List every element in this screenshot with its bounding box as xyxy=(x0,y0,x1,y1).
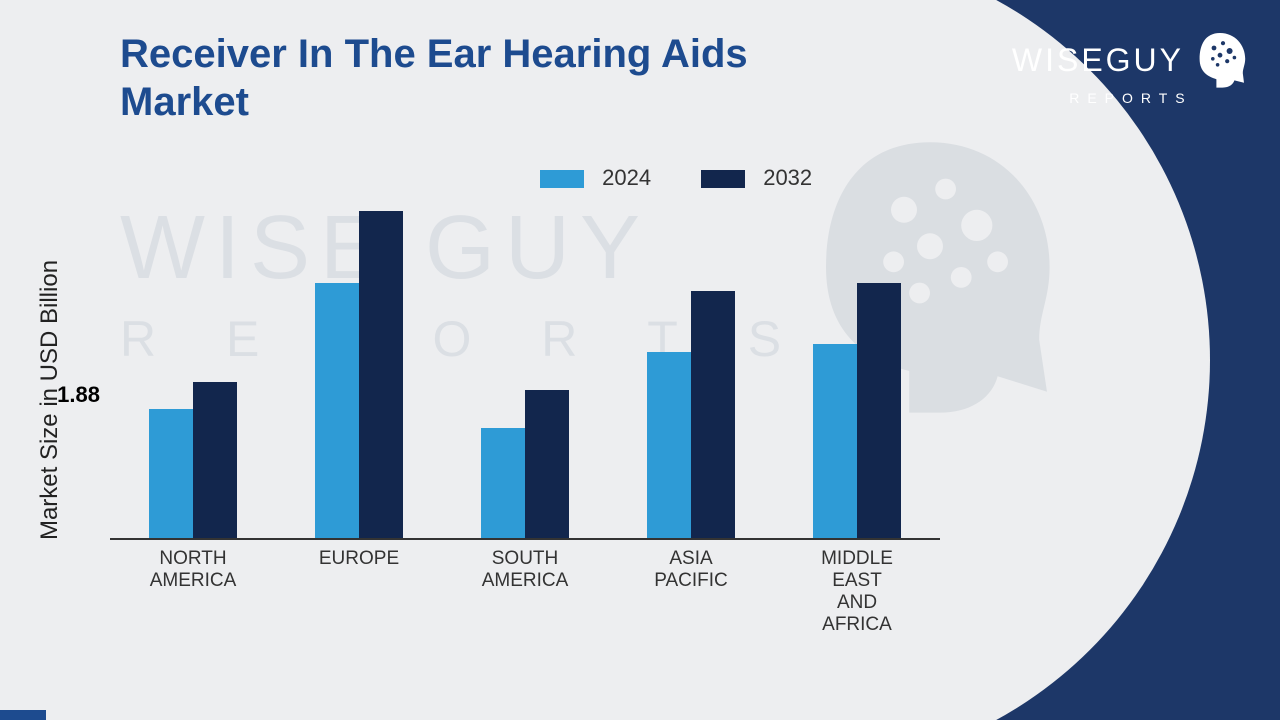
x-axis-label: SOUTH AMERICA xyxy=(465,540,585,640)
chart-title: Receiver In The Ear Hearing Aids Market xyxy=(40,20,820,126)
bar xyxy=(193,382,237,538)
bar xyxy=(481,428,525,538)
bar xyxy=(525,390,569,538)
bar xyxy=(813,344,857,538)
brand-logo: WISEGUY REPORTS xyxy=(1012,30,1250,106)
bar-group xyxy=(631,291,751,538)
x-axis-labels: NORTH AMERICA EUROPE SOUTH AMERICA ASIA PAC… xyxy=(110,540,940,640)
brand-main-text: WISEGUY xyxy=(1012,42,1184,79)
bar xyxy=(647,352,691,538)
x-axis-label: EUROPE xyxy=(299,540,419,640)
bar-group xyxy=(465,390,585,538)
plot-area: 1.88 xyxy=(110,160,940,540)
bottom-accent-bar xyxy=(0,710,46,720)
y-tick-label: 1.88 xyxy=(57,382,100,408)
bar-group xyxy=(133,382,253,538)
brain-head-icon xyxy=(1190,30,1250,90)
x-axis-label: ASIA PACIFIC xyxy=(631,540,751,640)
bar-group xyxy=(299,211,419,538)
bar-groups xyxy=(110,160,940,538)
bar xyxy=(359,211,403,538)
bar xyxy=(691,291,735,538)
chart-canvas: WISEGUY REPORTS WISE GUYR E P O R T S Re… xyxy=(0,0,1280,720)
bar xyxy=(149,409,193,538)
x-axis-label: NORTH AMERICA xyxy=(133,540,253,640)
bar-group xyxy=(797,283,917,538)
chart-area: Market Size in USD Billion 1.88 NORTH AM… xyxy=(60,160,940,640)
bar xyxy=(315,283,359,538)
x-axis-label: MIDDLE EAST AND AFRICA xyxy=(797,540,917,640)
bar xyxy=(857,283,901,538)
brand-sub-text: REPORTS xyxy=(1012,90,1250,106)
